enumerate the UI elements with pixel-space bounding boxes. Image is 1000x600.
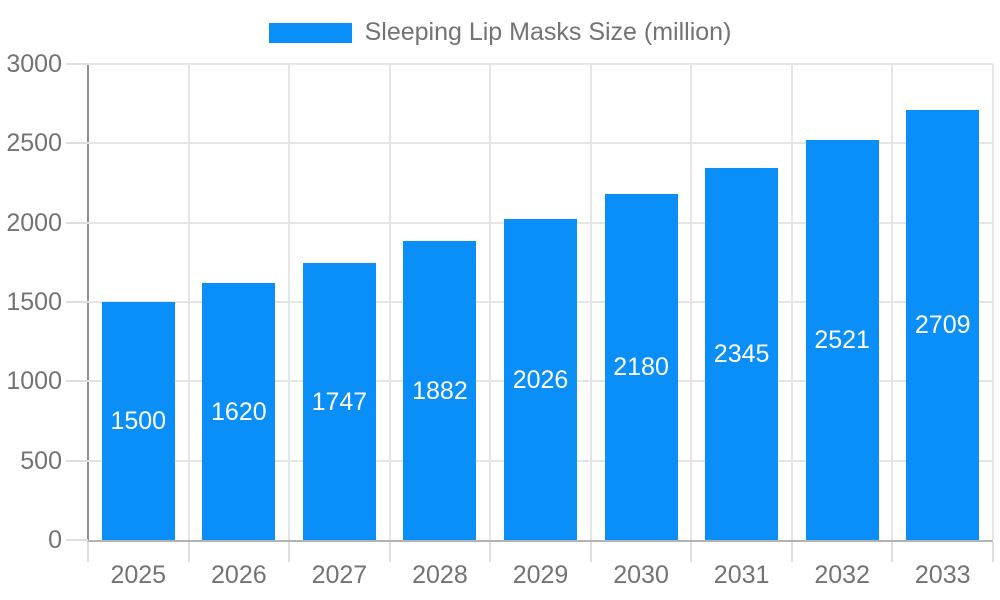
x-axis-label: 2030 <box>613 561 669 589</box>
gridline-v <box>489 64 492 540</box>
gridline-h <box>88 142 993 145</box>
bar-2031 <box>705 168 779 540</box>
bar-value-label: 2709 <box>914 311 971 339</box>
y-tick <box>66 142 88 145</box>
gridline-v <box>589 64 592 540</box>
x-tick <box>690 542 693 562</box>
x-axis-label: 2033 <box>914 561 971 589</box>
y-axis-label: 2000 <box>6 208 62 237</box>
x-axis-label: 2026 <box>211 561 267 589</box>
bar-2025 <box>101 302 175 540</box>
bar-2026 <box>202 283 276 540</box>
bar-value-label: 2180 <box>613 353 669 381</box>
gridline-v <box>790 64 793 540</box>
y-axis-label: 0 <box>48 526 62 554</box>
x-tick <box>288 542 291 562</box>
y-axis-label: 2500 <box>6 129 62 158</box>
bar-value-label: 1500 <box>110 407 167 435</box>
bar-2030 <box>604 194 678 540</box>
bar-2029 <box>504 219 577 540</box>
x-tick <box>388 542 391 562</box>
x-axis-label: 2027 <box>311 561 368 589</box>
gridline-v <box>690 64 693 540</box>
x-tick <box>87 542 89 562</box>
y-axis-label: 1000 <box>6 367 62 396</box>
bar-value-label: 2521 <box>814 326 870 354</box>
bar-2027 <box>302 263 376 540</box>
x-axis-label: 2025 <box>110 561 167 589</box>
y-axis-label: 3000 <box>6 50 62 78</box>
bar-value-label: 1747 <box>311 387 368 416</box>
legend-swatch <box>268 22 352 43</box>
legend-label: Sleeping Lip Masks Size (million) <box>364 18 732 46</box>
y-tick <box>66 459 88 462</box>
gridline-v <box>992 64 994 540</box>
bar-2028 <box>403 241 477 540</box>
y-tick <box>66 301 88 303</box>
y-axis-label: 500 <box>20 446 62 475</box>
legend-item[interactable]: Sleeping Lip Masks Size (million) <box>0 18 1000 47</box>
y-tick <box>66 380 88 383</box>
gridline-v <box>891 64 894 540</box>
x-axis-line <box>87 540 993 542</box>
x-axis-label: 2029 <box>512 561 569 589</box>
y-tick <box>66 63 88 65</box>
y-axis-label: 1500 <box>6 288 62 316</box>
bar-value-label: 2026 <box>512 365 569 394</box>
y-tick <box>66 221 88 224</box>
x-tick <box>589 542 592 562</box>
x-tick <box>891 542 894 562</box>
x-axis-label: 2032 <box>814 561 870 589</box>
gridline-v <box>388 64 391 540</box>
x-tick <box>489 542 492 562</box>
gridline-v <box>187 64 190 540</box>
x-axis-label: 2031 <box>713 561 770 589</box>
y-axis-line <box>87 64 89 542</box>
bar-value-label: 2345 <box>713 340 770 368</box>
x-tick <box>790 542 793 562</box>
bar-value-label: 1620 <box>211 397 267 426</box>
gridline-h <box>88 63 993 65</box>
bar-value-label: 1882 <box>412 376 468 405</box>
bar-2033 <box>906 110 980 540</box>
x-tick <box>992 542 994 562</box>
x-tick <box>187 542 190 562</box>
x-axis-label: 2028 <box>412 561 468 589</box>
gridline-v <box>288 64 291 540</box>
y-tick <box>66 539 88 541</box>
bar-2032 <box>805 140 879 540</box>
